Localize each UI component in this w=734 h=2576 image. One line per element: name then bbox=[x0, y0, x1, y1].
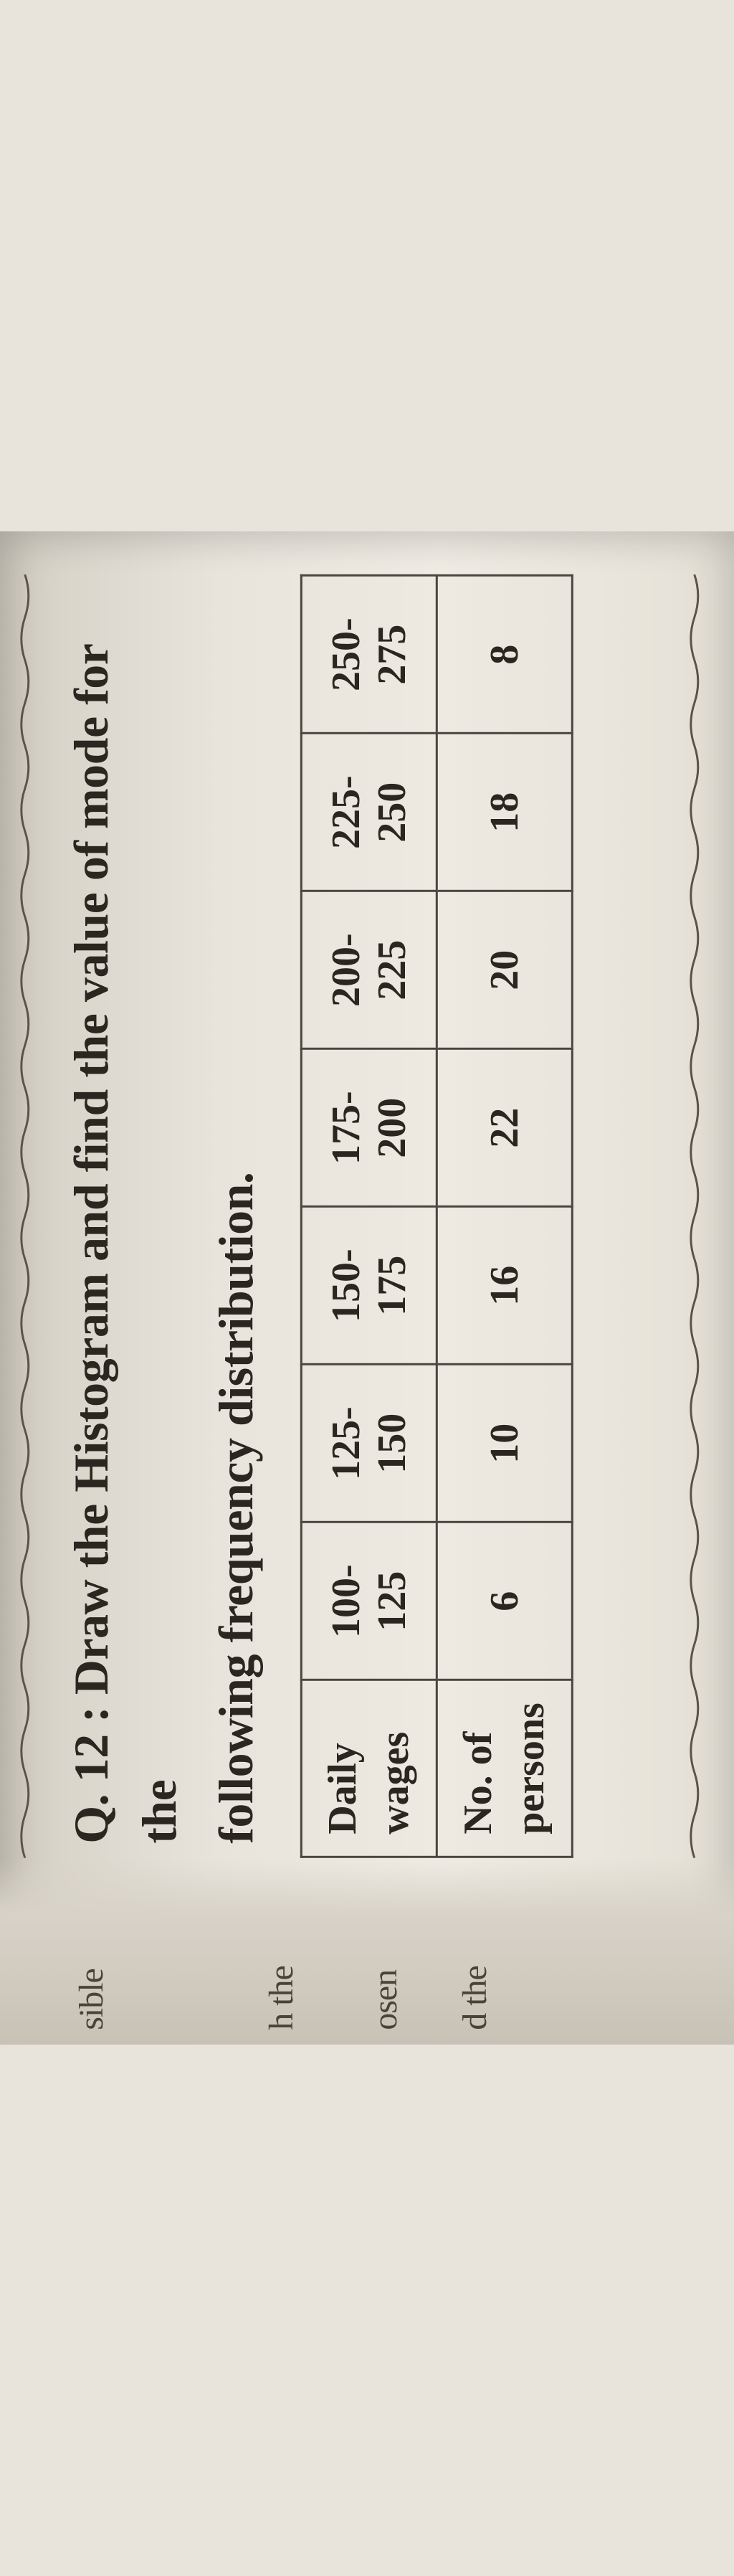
wage-range-cell: 225-250 bbox=[302, 734, 437, 891]
wage-range-cell: 125-150 bbox=[302, 1365, 437, 1523]
question-line-1: Q. 12 : Draw the Histogram and find the … bbox=[57, 574, 194, 1844]
row-header-wages: Daily wages bbox=[302, 1680, 437, 1857]
frequency-cell: 6 bbox=[437, 1523, 572, 1680]
frequency-cell: 20 bbox=[437, 891, 572, 1049]
row-header-persons: No. of persons bbox=[437, 1680, 572, 1857]
margin-text-4: d the bbox=[455, 1858, 495, 2030]
top-decoration bbox=[14, 574, 36, 1858]
margin-text-3: osen bbox=[366, 1858, 405, 2030]
frequency-cell: 22 bbox=[437, 1049, 572, 1207]
frequency-table-container: Daily wages 100-125 125-150 150-175 175-… bbox=[300, 574, 573, 1858]
question-text-1: Draw the Histogram and find the value of… bbox=[64, 645, 186, 1844]
frequency-cell: 16 bbox=[437, 1207, 572, 1365]
question-line-2: following frequency distribution. bbox=[208, 574, 264, 1844]
content-area: Q. 12 : Draw the Histogram and find the … bbox=[57, 531, 573, 1844]
frequency-cell: 18 bbox=[437, 734, 572, 891]
table-row: No. of persons 6 10 16 22 20 18 8 bbox=[437, 576, 572, 1857]
table-row: Daily wages 100-125 125-150 150-175 175-… bbox=[302, 576, 437, 1857]
wage-range-cell: 150-175 bbox=[302, 1207, 437, 1365]
frequency-cell: 10 bbox=[437, 1365, 572, 1523]
margin-text-2: h the bbox=[262, 1858, 301, 2030]
wage-range-cell: 100-125 bbox=[302, 1523, 437, 1680]
wage-range-cell: 200-225 bbox=[302, 891, 437, 1049]
margin-text-1: sible bbox=[72, 1858, 111, 2030]
frequency-cell: 8 bbox=[437, 576, 572, 734]
wage-range-cell: 175-200 bbox=[302, 1049, 437, 1207]
left-margin: sible h the osen d the bbox=[0, 1858, 734, 2045]
bottom-decoration bbox=[684, 574, 705, 1858]
page-wrapper: sible h the osen d the Q. 12 : Draw the … bbox=[0, 531, 734, 2045]
frequency-table: Daily wages 100-125 125-150 150-175 175-… bbox=[300, 574, 573, 1858]
question-label: Q. 12 : bbox=[64, 1707, 118, 1844]
wage-range-cell: 250-275 bbox=[302, 576, 437, 734]
